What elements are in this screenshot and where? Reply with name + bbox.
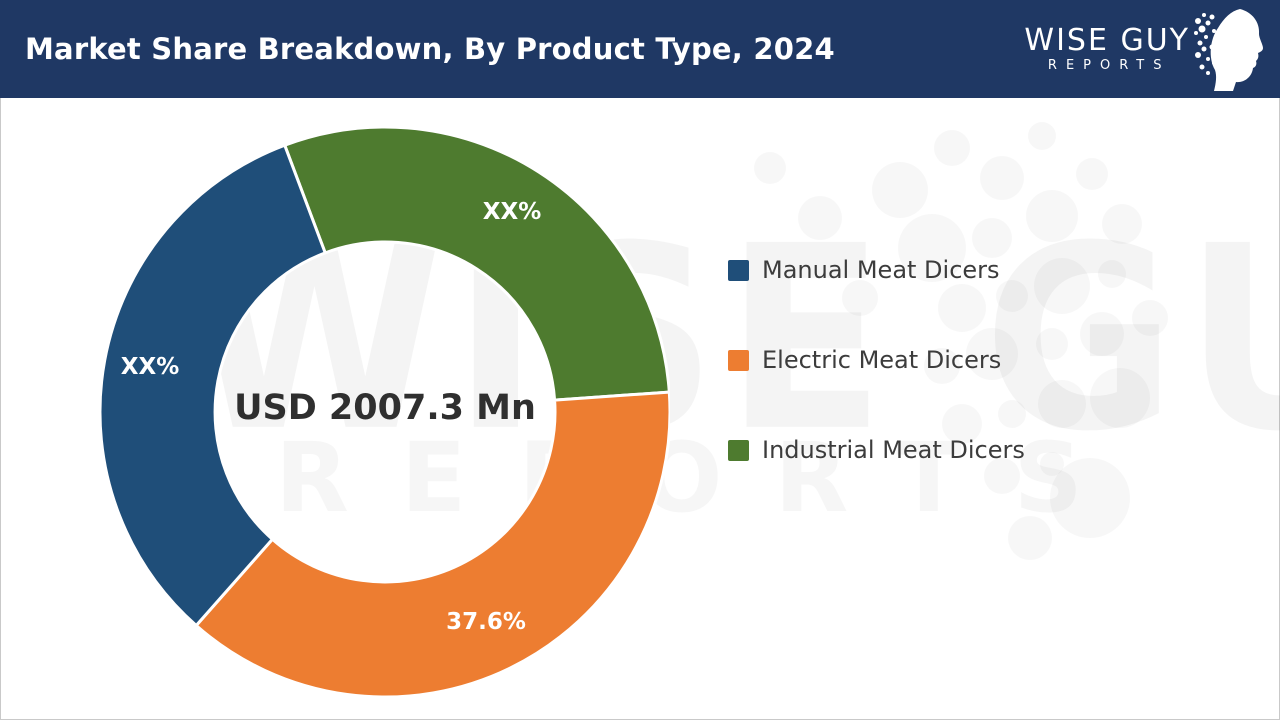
legend: Manual Meat Dicers Electric Meat Dicers … [728,255,1025,525]
legend-label-manual: Manual Meat Dicers [762,256,1000,284]
header: Market Share Breakdown, By Product Type,… [0,0,1280,98]
logo-subtitle: REPORTS [1047,58,1171,74]
logo-wordmark-block: WISE GUY REPORTS [1024,25,1190,74]
legend-swatch-electric [728,349,749,371]
donut-chart [100,127,670,697]
segment-manual-meat-dicers [100,143,327,627]
legend-label-electric: Electric Meat Dicers [762,346,1002,374]
slice-label-manual: XX% [120,354,180,380]
chart-area: WISE GUY REPORTS [0,98,1280,720]
donut-center-value: USD 2007.3 Mn [234,388,536,428]
logo-wordmark: WISE GUY [1024,22,1190,58]
legend-item-industrial: Industrial Meat Dicers [728,435,1025,465]
legend-swatch-industrial [728,439,749,461]
slice-label-industrial: XX% [482,199,542,225]
page-title: Market Share Breakdown, By Product Type,… [25,32,835,66]
legend-item-electric: Electric Meat Dicers [728,345,1025,375]
wise-guy-logo: WISE GUY REPORTS [1024,7,1280,91]
logo-face-icon [1194,9,1263,91]
segment-electric-meat-dicers [194,390,670,697]
legend-swatch-manual [728,259,749,281]
legend-item-manual: Manual Meat Dicers [728,255,1025,285]
segment-industrial-meat-dicers [283,127,670,402]
legend-label-industrial: Industrial Meat Dicers [762,436,1025,464]
slice-label-electric: 37.6% [446,609,526,635]
